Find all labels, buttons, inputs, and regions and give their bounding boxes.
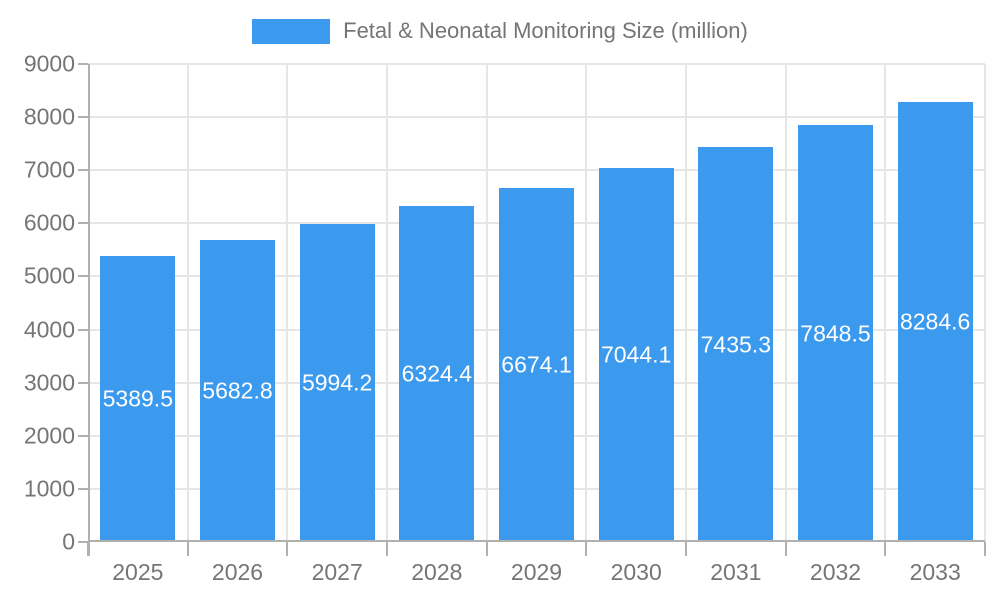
y-axis-tick xyxy=(78,487,88,490)
y-axis-tick-label: 4000 xyxy=(23,316,75,343)
legend-swatch-icon[interactable] xyxy=(252,18,331,44)
y-axis-tick xyxy=(78,275,88,278)
legend[interactable]: Fetal & Neonatal Monitoring Size (millio… xyxy=(0,16,1000,46)
gridline-vertical xyxy=(385,64,388,542)
x-axis-tick xyxy=(684,542,687,556)
x-axis-tick xyxy=(884,542,887,556)
x-axis-tick-label: 2030 xyxy=(610,559,662,585)
bar-2033[interactable]: 8284.6 xyxy=(897,102,973,542)
gridline-vertical xyxy=(784,64,787,542)
gridline-vertical xyxy=(684,64,687,542)
y-axis-line xyxy=(88,64,90,556)
plot-area: 0 1000 2000 3000 4000 5000 6000 7000 8000 9000 538… xyxy=(24,51,986,585)
bar-2026[interactable]: 5682.8 xyxy=(200,240,275,542)
bar-2028[interactable]: 6324.4 xyxy=(399,206,475,542)
x-axis-tick-label: 2032 xyxy=(809,559,862,585)
x-axis-tick xyxy=(485,542,488,556)
y-axis-tick-label: 8000 xyxy=(23,103,75,130)
bar-2027[interactable]: 5994.2 xyxy=(299,223,375,542)
bar-2031[interactable]: 7435.3 xyxy=(698,147,774,542)
x-axis-baseline xyxy=(88,540,985,542)
bar-2025[interactable]: 5389.5 xyxy=(100,255,176,542)
gridline-vertical xyxy=(884,64,887,542)
y-axis-tick xyxy=(78,434,88,437)
y-axis-tick xyxy=(78,169,88,172)
legend-label: Fetal & Neonatal Monitoring Size (millio… xyxy=(343,18,748,43)
bar-value-label: 7848.5 xyxy=(800,320,871,347)
bar-value-label: 7435.3 xyxy=(700,331,771,358)
y-axis-tick-label: 3000 xyxy=(23,369,75,396)
x-axis-tick-label: 2027 xyxy=(311,559,363,585)
bar-value-label: 7044.1 xyxy=(600,341,672,368)
y-axis-tick xyxy=(78,116,88,119)
bar-value-label: 6674.1 xyxy=(501,351,572,378)
y-axis-tick-label: 6000 xyxy=(23,209,75,236)
y-axis-tick xyxy=(78,541,88,543)
gridline-horizontal xyxy=(88,63,985,65)
bar-value-label: 8284.6 xyxy=(899,308,971,335)
bar-2030[interactable]: 7044.1 xyxy=(598,167,674,542)
bar-value-label: 6324.4 xyxy=(401,360,472,387)
bar-2032[interactable]: 7848.5 xyxy=(798,125,873,542)
x-axis-tick-label: 2026 xyxy=(211,559,264,585)
gridline-vertical xyxy=(485,64,488,542)
bar-value-label: 5682.8 xyxy=(202,377,273,404)
gridline-horizontal xyxy=(88,116,985,119)
y-axis-tick xyxy=(78,381,88,384)
x-axis-tick xyxy=(286,542,289,556)
y-axis-tick xyxy=(78,222,88,225)
x-axis-tick-label: 2031 xyxy=(710,559,762,585)
x-axis-tick xyxy=(87,542,89,556)
x-axis-tick-label: 2025 xyxy=(112,559,164,585)
y-axis-tick-label: 0 xyxy=(62,528,75,555)
y-axis-tick xyxy=(78,63,88,65)
bar-value-label: 5994.2 xyxy=(301,369,373,396)
bar-2029[interactable]: 6674.1 xyxy=(499,187,574,542)
y-axis-tick-label: 1000 xyxy=(23,475,75,502)
y-axis-tick-label: 2000 xyxy=(23,422,75,449)
x-axis-tick xyxy=(984,542,986,556)
y-axis-tick-label: 7000 xyxy=(23,156,75,183)
gridline-vertical xyxy=(984,64,986,542)
y-axis-tick-label: 9000 xyxy=(23,50,75,77)
y-axis-tick xyxy=(78,328,88,331)
x-axis-tick xyxy=(585,542,588,556)
x-axis-tick-label: 2033 xyxy=(909,559,961,585)
gridline-vertical xyxy=(286,64,289,542)
y-axis-tick-label: 5000 xyxy=(23,262,75,289)
x-axis-tick-label: 2029 xyxy=(510,559,563,585)
x-axis-tick-label: 2028 xyxy=(411,559,463,585)
gridline-horizontal xyxy=(88,169,985,172)
x-axis-tick xyxy=(784,542,787,556)
gridline-vertical xyxy=(186,64,189,542)
gridline-vertical xyxy=(585,64,588,542)
bar-value-label: 5389.5 xyxy=(102,385,173,412)
x-axis-tick xyxy=(186,542,189,556)
x-axis-tick xyxy=(385,542,388,556)
